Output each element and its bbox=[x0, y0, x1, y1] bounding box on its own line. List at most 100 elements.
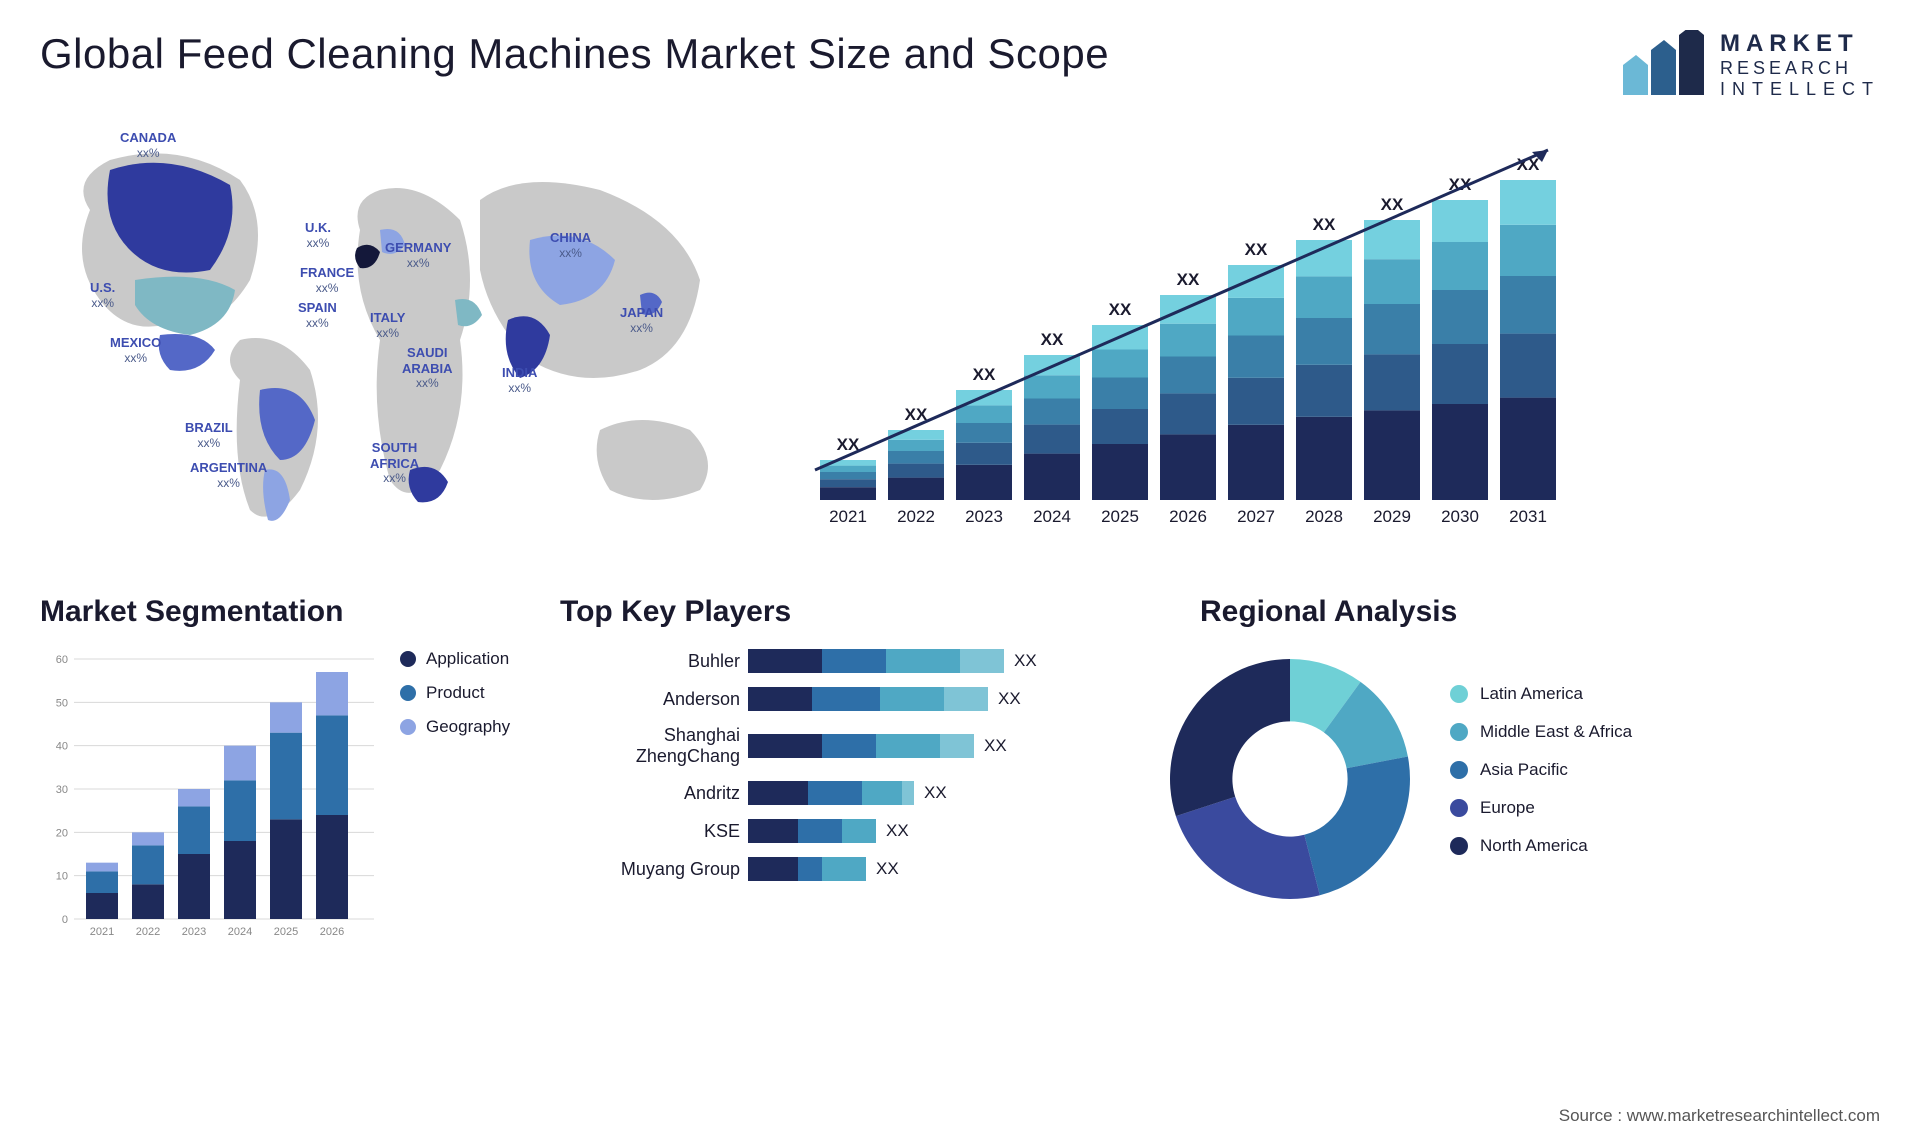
legend-label: Latin America bbox=[1480, 684, 1583, 704]
map-label: U.K.xx% bbox=[305, 220, 331, 250]
player-bar: XX bbox=[748, 734, 1120, 758]
map-label: SAUDIARABIAxx% bbox=[402, 345, 453, 391]
player-value: XX bbox=[1014, 651, 1037, 671]
svg-text:50: 50 bbox=[56, 697, 68, 709]
player-row: KSE XX bbox=[560, 819, 1120, 843]
legend-label: Middle East & Africa bbox=[1480, 722, 1632, 742]
map-label: INDIAxx% bbox=[502, 365, 537, 395]
segmentation-title: Market Segmentation bbox=[40, 595, 520, 629]
page-title: Global Feed Cleaning Machines Market Siz… bbox=[40, 30, 1109, 78]
legend-dot bbox=[1450, 761, 1468, 779]
growth-chart-panel: XX2021XX2022XX2023XX2024XX2025XX2026XX20… bbox=[800, 130, 1880, 545]
svg-text:30: 30 bbox=[56, 784, 68, 796]
legend-item: Product bbox=[400, 683, 510, 703]
player-name: Andritz bbox=[560, 783, 740, 804]
player-name: Muyang Group bbox=[560, 859, 740, 880]
player-name: Anderson bbox=[560, 689, 740, 710]
header: Global Feed Cleaning Machines Market Siz… bbox=[40, 30, 1880, 100]
legend-dot bbox=[400, 719, 416, 735]
legend-dot bbox=[400, 685, 416, 701]
svg-text:2021: 2021 bbox=[90, 926, 114, 938]
svg-text:2028: 2028 bbox=[1305, 507, 1343, 526]
svg-text:2030: 2030 bbox=[1441, 507, 1479, 526]
legend-label: Asia Pacific bbox=[1480, 760, 1568, 780]
legend-item: Middle East & Africa bbox=[1450, 722, 1632, 742]
players-list: BuhlerXXAndersonXXShanghai ZhengChangXXA… bbox=[560, 649, 1120, 881]
players-panel: Top Key Players BuhlerXX Anderson XX Shangh… bbox=[560, 595, 1120, 939]
legend-dot bbox=[1450, 837, 1468, 855]
player-value: XX bbox=[924, 783, 947, 803]
svg-text:2021: 2021 bbox=[829, 507, 867, 526]
brand-logo: MARKET RESEARCH INTELLECT bbox=[1618, 30, 1880, 100]
svg-text:20: 20 bbox=[56, 827, 68, 839]
map-label: FRANCExx% bbox=[300, 265, 354, 295]
svg-text:60: 60 bbox=[56, 654, 68, 666]
svg-text:10: 10 bbox=[56, 871, 68, 883]
svg-text:2029: 2029 bbox=[1373, 507, 1411, 526]
map-label: MEXICOxx% bbox=[110, 335, 161, 365]
player-row: Anderson XX bbox=[560, 687, 1120, 711]
segmentation-legend: Application Product Geography bbox=[400, 649, 510, 751]
legend-item: Latin America bbox=[1450, 684, 1632, 704]
player-value: XX bbox=[998, 689, 1021, 709]
player-value: XX bbox=[886, 821, 909, 841]
player-row: Muyang Group XX bbox=[560, 857, 1120, 881]
legend-item: Application bbox=[400, 649, 510, 669]
map-label: BRAZILxx% bbox=[185, 420, 233, 450]
svg-text:2026: 2026 bbox=[320, 926, 344, 938]
players-title: Top Key Players bbox=[560, 595, 1120, 629]
legend-dot bbox=[1450, 723, 1468, 741]
svg-text:2022: 2022 bbox=[136, 926, 160, 938]
svg-text:0: 0 bbox=[62, 914, 68, 926]
logo-line-3: INTELLECT bbox=[1720, 79, 1880, 100]
svg-text:XX: XX bbox=[1381, 195, 1404, 214]
svg-text:XX: XX bbox=[1245, 240, 1268, 259]
svg-text:2023: 2023 bbox=[182, 926, 206, 938]
svg-text:XX: XX bbox=[1313, 215, 1336, 234]
map-label: SOUTHAFRICAxx% bbox=[370, 440, 419, 486]
source-footer: Source : www.marketresearchintellect.com bbox=[1559, 1106, 1880, 1126]
player-value: XX bbox=[876, 859, 899, 879]
legend-label: Application bbox=[426, 649, 509, 669]
map-label: U.S.xx% bbox=[90, 280, 115, 310]
logo-line-2: RESEARCH bbox=[1720, 58, 1880, 79]
player-row: BuhlerXX bbox=[560, 649, 1120, 673]
map-label: GERMANYxx% bbox=[385, 240, 451, 270]
svg-text:XX: XX bbox=[1109, 300, 1132, 319]
map-label: SPAINxx% bbox=[298, 300, 337, 330]
map-label: ITALYxx% bbox=[370, 310, 405, 340]
legend-dot bbox=[400, 651, 416, 667]
player-bar: XX bbox=[748, 649, 1120, 673]
player-name: Shanghai ZhengChang bbox=[560, 725, 740, 767]
svg-text:2025: 2025 bbox=[1101, 507, 1139, 526]
player-bar: XX bbox=[748, 781, 1120, 805]
map-label: JAPANxx% bbox=[620, 305, 663, 335]
map-label: ARGENTINAxx% bbox=[190, 460, 267, 490]
svg-text:XX: XX bbox=[973, 365, 996, 384]
legend-label: Product bbox=[426, 683, 485, 703]
legend-label: Geography bbox=[426, 717, 510, 737]
svg-text:2024: 2024 bbox=[228, 926, 252, 938]
player-bar: XX bbox=[748, 687, 1120, 711]
player-name: KSE bbox=[560, 821, 740, 842]
logo-bars-icon bbox=[1618, 30, 1708, 100]
player-bar: XX bbox=[748, 819, 1120, 843]
segmentation-panel: Market Segmentation 0 10 20 30 40 50 60 2021 202… bbox=[40, 595, 520, 939]
svg-text:2024: 2024 bbox=[1033, 507, 1071, 526]
legend-item: North America bbox=[1450, 836, 1632, 856]
player-value: XX bbox=[984, 736, 1007, 756]
regional-panel: Regional Analysis Latin America Middle Ea… bbox=[1160, 595, 1880, 939]
legend-label: North America bbox=[1480, 836, 1588, 856]
map-label: CANADAxx% bbox=[120, 130, 176, 160]
regional-title: Regional Analysis bbox=[1160, 595, 1880, 629]
regional-legend: Latin America Middle East & Africa Asia Pa… bbox=[1450, 684, 1632, 874]
svg-text:40: 40 bbox=[56, 741, 68, 753]
legend-item: Asia Pacific bbox=[1450, 760, 1632, 780]
svg-text:2025: 2025 bbox=[274, 926, 298, 938]
svg-text:XX: XX bbox=[1041, 330, 1064, 349]
svg-text:XX: XX bbox=[1177, 270, 1200, 289]
svg-text:2027: 2027 bbox=[1237, 507, 1275, 526]
svg-text:2031: 2031 bbox=[1509, 507, 1547, 526]
world-map-panel: CANADAxx% U.S.xx% MEXICOxx% BRAZILxx% ARGENT… bbox=[40, 130, 740, 540]
legend-label: Europe bbox=[1480, 798, 1535, 818]
